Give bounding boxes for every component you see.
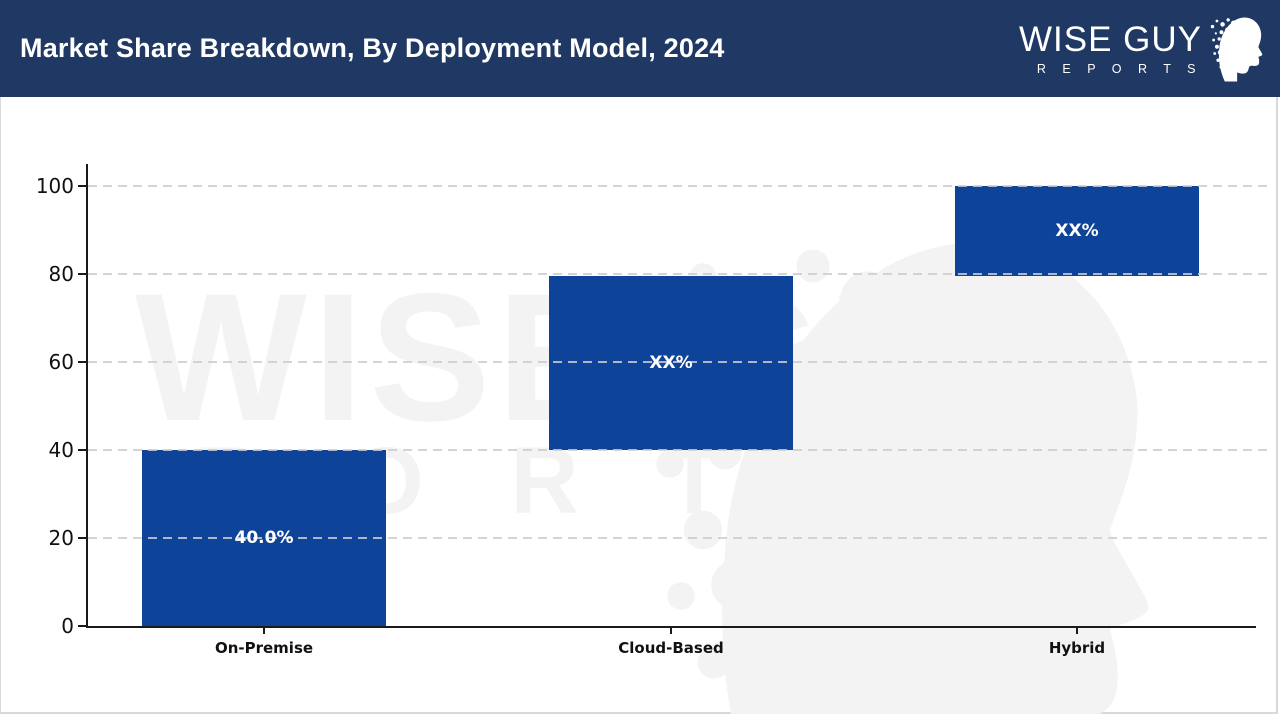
page-title: Market Share Breakdown, By Deployment Mo… — [20, 33, 725, 63]
brand-logo: WISE GUY R E P O R T S — [1019, 0, 1264, 97]
dotted-face-icon — [1210, 17, 1263, 81]
watermark-layer: WISE GUY R O R T S — [0, 97, 1280, 714]
watermark-face-clip — [610, 222, 1170, 714]
brand-name: WISE GUY — [1018, 19, 1202, 59]
brand-logo-text: WISE GUY R E P O R T S — [1019, 22, 1202, 76]
watermark-dotted-face-icon — [642, 242, 1149, 714]
brand-subtitle: R E P O R T S — [1036, 61, 1202, 76]
header-bar: Market Share Breakdown, By Deployment Mo… — [0, 0, 1280, 97]
